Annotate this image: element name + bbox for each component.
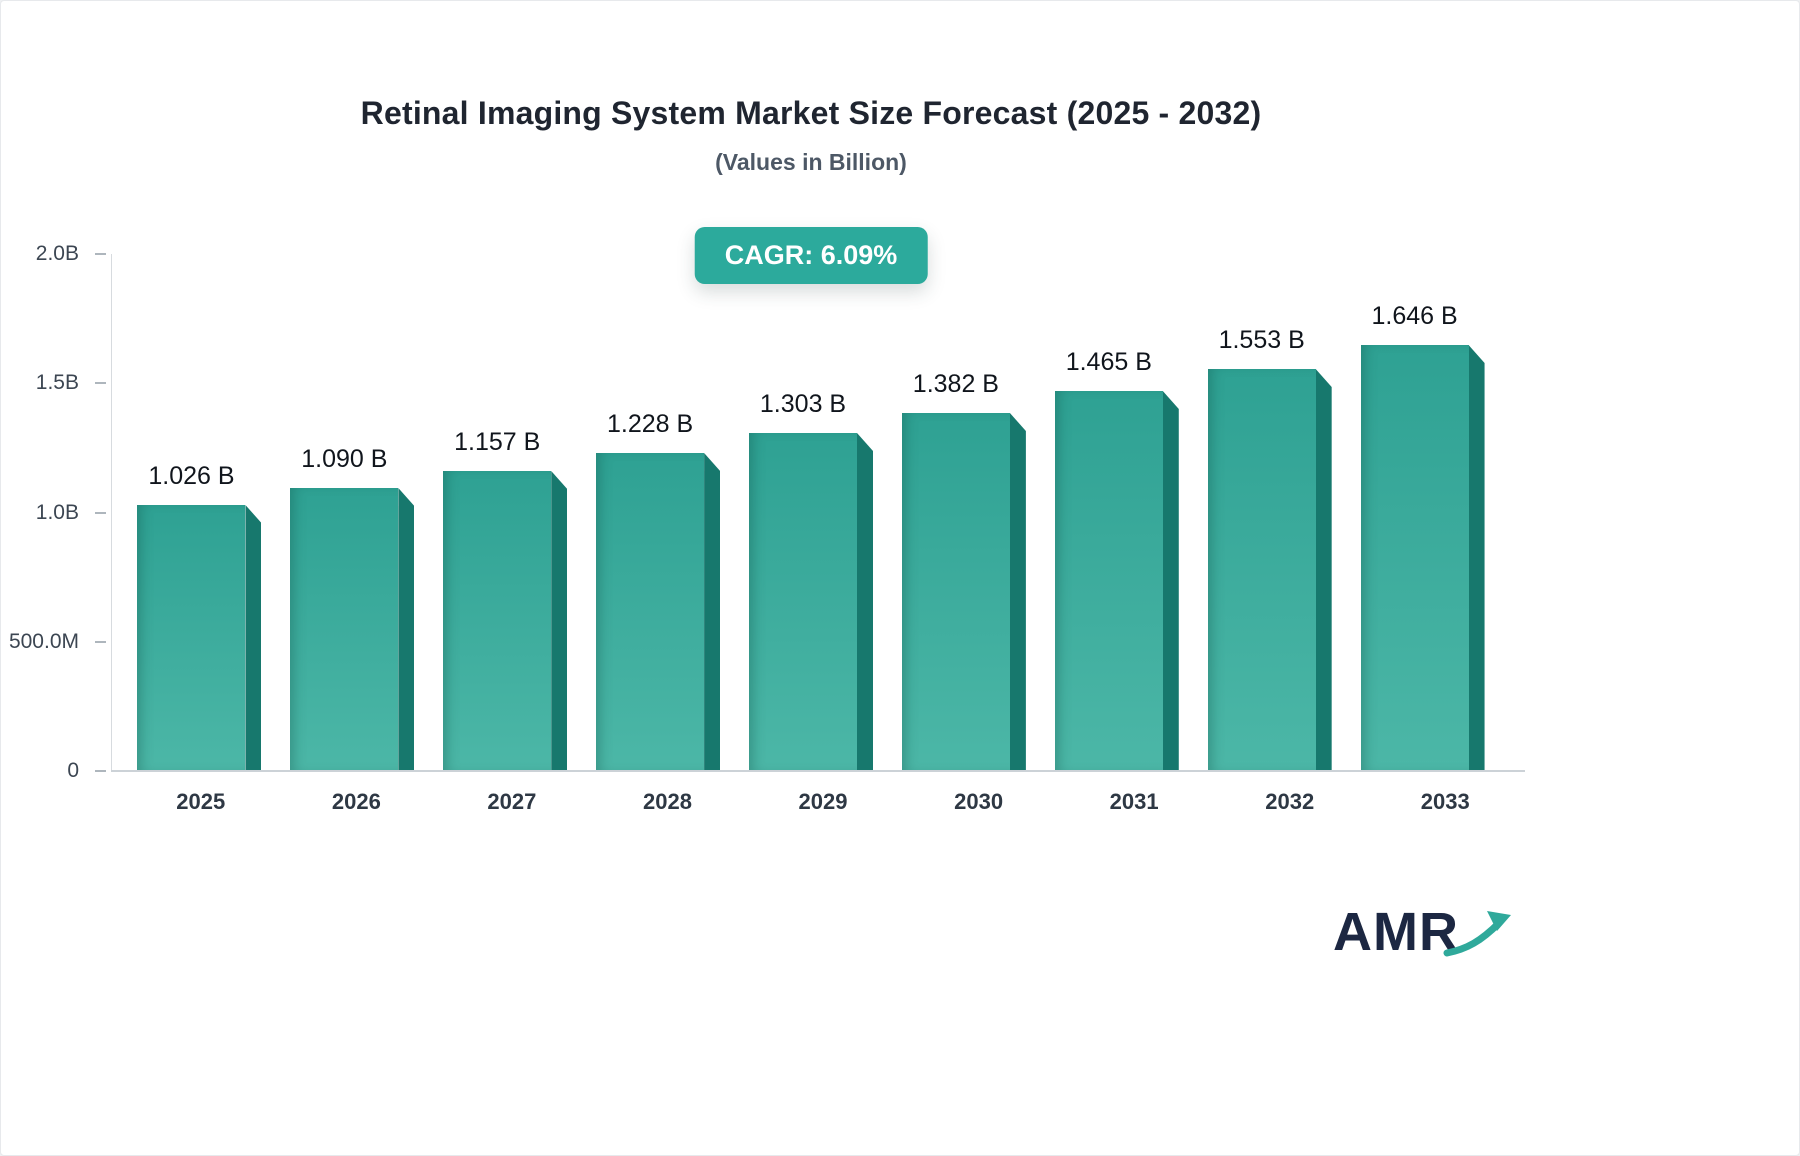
bar-value-label: 1.553 B [1218,326,1305,354]
bar-value-label: 1.382 B [912,370,999,398]
x-axis-label: 2025 [176,789,226,814]
bar-2032: 1.553 B [1207,254,1332,770]
bar-2030: 1.382 B [901,254,1026,770]
bar-front-face [1207,369,1316,770]
bar-front-face [290,488,399,770]
y-axis-line [111,254,112,771]
x-axis-label: 2028 [642,789,692,814]
plot-area: 1.026 B 1.090 B 1.157 B 1.228 B 1.303 B 1.382… [9,242,1525,782]
bar-side-face [857,433,873,770]
bar-slot: 1.157 B [429,254,582,770]
x-axis-label: 2026 [331,789,381,814]
x-axis-label: 2029 [798,789,848,814]
bar-side-face [245,505,262,770]
y-tick-label: 500.0M [8,629,79,653]
y-tick-mark [95,253,106,255]
bar-side-face [1009,413,1026,770]
y-tick-mark [95,382,106,385]
x-axis-labels: 2025 2026 2027 2028 2029 2030 2031 2032 2033 [111,789,1535,815]
bar-side-face [398,488,415,770]
bar-2029: 1.303 B [749,254,873,770]
bar-front-face [901,413,1010,770]
bar-2028: 1.228 B [596,254,721,770]
x-axis-label: 2032 [1265,789,1315,814]
bar-slot: 1.026 B [123,254,276,770]
amr-logo-text: AMR [1333,902,1459,962]
y-tick-label: 1.5B [35,371,79,395]
bars-row: 1.026 B 1.090 B 1.157 B 1.228 B 1.303 B 1.382… [111,254,1511,770]
y-tick-mark [95,770,106,772]
chart-subtitle: (Values in Billion) [715,149,907,175]
bar-front-face [137,505,246,770]
bar-value-label: 1.026 B [148,462,235,490]
bar-value-label: 1.303 B [759,390,847,418]
x-axis-baseline [111,770,1525,772]
x-axis-label: 2033 [1420,789,1470,814]
bar-2031: 1.465 B [1054,254,1179,770]
bar-value-label: 1.228 B [607,410,694,438]
x-axis-label: 2031 [1109,789,1159,814]
bar-side-face [551,471,568,770]
chart-title: Retinal Imaging System Market Size Forec… [360,95,1262,131]
y-tick-label: 0 [67,759,79,782]
bar-slot: 1.303 B [735,254,888,770]
bar-2027: 1.157 B [443,254,568,770]
bar-front-face [1360,345,1469,770]
y-tick-label: 2.0B [35,242,79,265]
y-tick-mark [95,640,106,643]
bar-front-face [443,471,552,770]
bar-slot: 1.465 B [1040,254,1193,770]
bar-slot: 1.228 B [582,254,735,770]
bar-slot: 1.090 B [276,254,429,770]
bar-value-label: 1.646 B [1371,302,1458,330]
bar-front-face [749,433,857,770]
x-axis-label: 2030 [954,789,1004,814]
amr-logo: AMR [1333,901,1513,963]
y-tick-mark [95,511,106,514]
bar-side-face [1468,345,1485,770]
y-tick-label: 1.0B [35,500,79,524]
bar-2026: 1.090 B [290,254,415,770]
bar-2033: 1.646 B [1360,254,1485,770]
cagr-badge: CAGR: 6.09% [694,227,928,284]
bar-slot: 1.382 B [887,254,1040,770]
bar-value-label: 1.157 B [454,428,541,456]
x-axis-label: 2027 [487,789,537,814]
bar-side-face [704,453,721,770]
bar-2025: 1.026 B [137,254,262,770]
bar-slot: 1.646 B [1346,254,1499,770]
growth-arrow-icon [1443,911,1511,957]
bar-slot: 1.553 B [1193,254,1346,770]
bar-value-label: 1.090 B [301,445,388,473]
bar-side-face [1162,391,1179,770]
bar-value-label: 1.465 B [1065,348,1152,376]
bar-front-face [1054,391,1163,770]
bar-front-face [596,453,705,770]
bar-side-face [1315,369,1332,770]
